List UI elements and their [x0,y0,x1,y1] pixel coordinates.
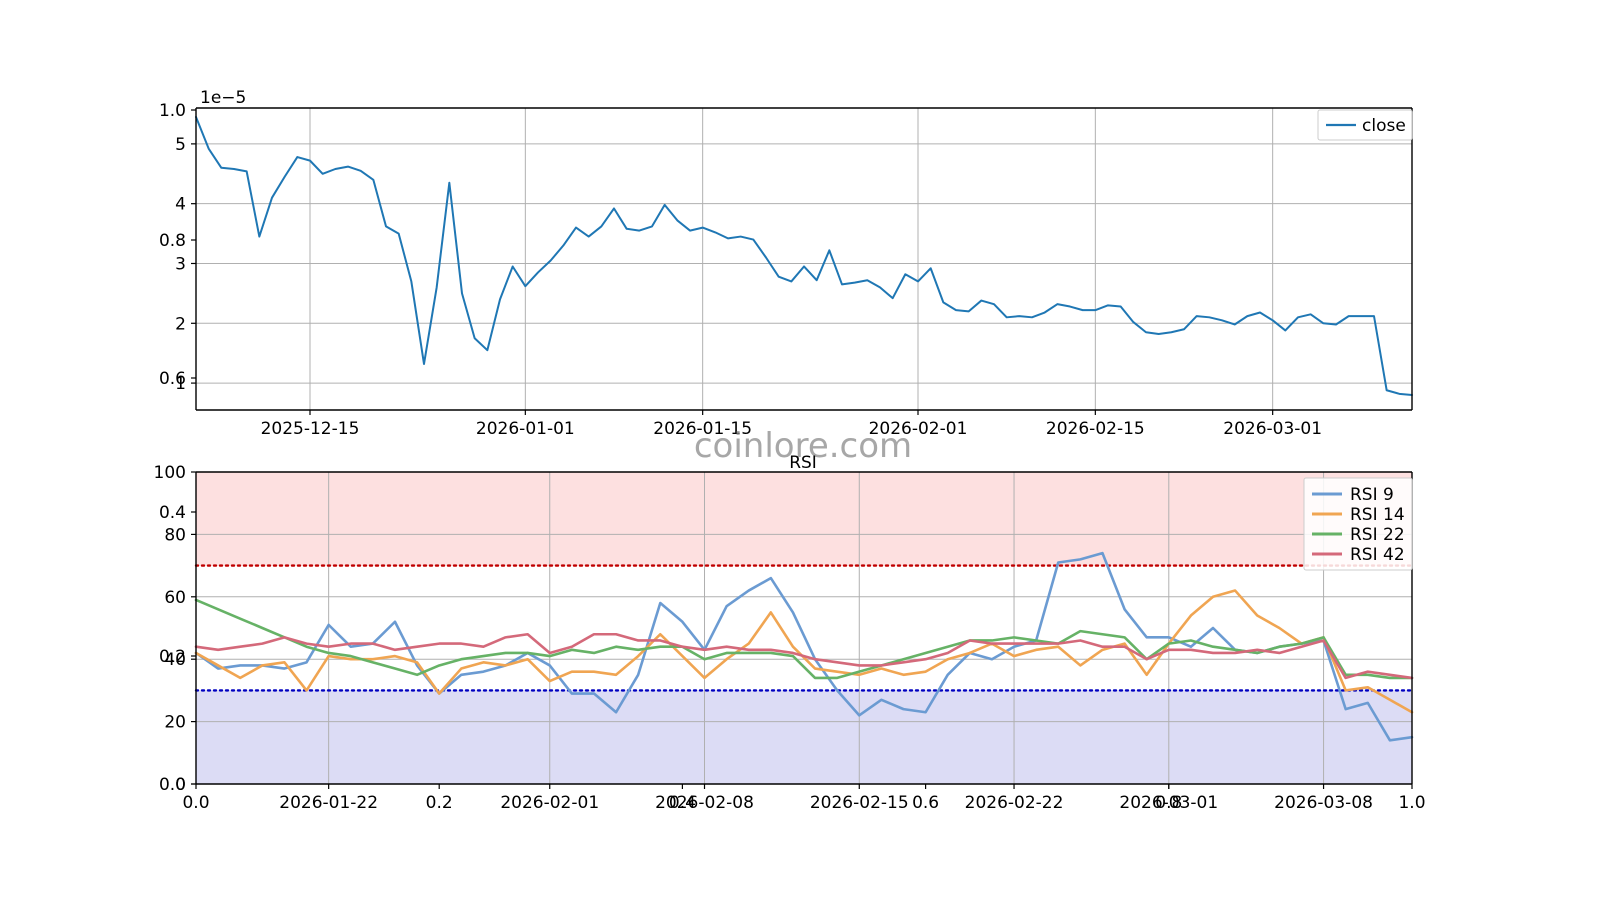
rsi-legend-label-rsi-9: RSI 9 [1350,485,1394,505]
price-x-tick-label: 2025-12-15 [261,419,360,439]
rsi-x-tick-label-numeric: 0.4 [669,793,696,813]
rsi-x-tick-label-numeric: 1.0 [1398,793,1425,813]
rsi-x-tick-label-numeric: 0.0 [182,793,209,813]
price-legend-label-close: close [1362,116,1406,136]
rsi-x-tick-label: 2026-01-22 [279,793,378,813]
rsi-line-rsi-9 [194,551,1414,742]
price-series-group [195,115,1413,397]
price-y-tick-label: 4 [175,195,186,215]
price-gridlines [196,108,1412,410]
price-y-tick-label-secondary: 0.6 [159,369,186,389]
rsi-x-tick-label: 2026-02-22 [965,793,1064,813]
rsi-y-tick-label-secondary: 0.0 [159,775,186,795]
rsi-x-tick-label: 2026-02-15 [810,793,909,813]
price-y-tick-label: 5 [175,135,186,155]
rsi-x-tick-label: 2026-02-01 [500,793,599,813]
price-x-tick-label: 2026-03-01 [1223,419,1322,439]
price-y-tick-label: 3 [175,254,186,274]
rsi-line-rsi-22 [194,598,1414,680]
rsi-x-tick-labels-numeric: 0.0 0.2 0.4 0.6 0.8 1.0 [182,784,1426,813]
price-y-tick-labels-secondary: 0.6 0.8 1.0 [159,101,196,389]
rsi-y-tick-label: 60 [164,588,186,608]
rsi-y-tick-label-secondary: 0.2 [159,647,186,667]
rsi-y-tick-label: 80 [164,525,186,545]
price-plot-background [196,108,1412,410]
rsi-line-rsi-42 [194,632,1414,680]
rsi-y-tick-label: 40 [164,650,186,670]
rsi-oversold-band [196,690,1412,784]
rsi-threshold-lines [194,564,1414,692]
rsi-y-tick-label-secondary: 0.4 [159,503,186,523]
rsi-legend-label-rsi-22: RSI 22 [1350,525,1405,545]
rsi-legend-box[interactable] [1303,477,1413,571]
price-x-tick-labels: 2025-12-15 2026-01-01 2026-01-15 2026-02-01… [261,410,1322,439]
price-x-tick-label: 2026-02-01 [869,419,968,439]
rsi-y-tick-label: 100 [154,463,186,483]
rsi-x-tick-label: 2026-02-08 [655,793,754,813]
rsi-x-tick-label: 2026-03-08 [1274,793,1373,813]
price-x-tick-label: 2026-01-01 [476,419,575,439]
rsi-legend-label-rsi-42: RSI 42 [1350,545,1405,565]
price-x-tick-label: 2026-01-15 [653,419,752,439]
price-y-tick-label-secondary: 1.0 [159,101,186,121]
rsi-y-tick-label: 20 [164,713,186,733]
price-panel: 1 2 3 4 5 0.6 0.8 1.0 2025-12-15 2026-01-01 2026… [159,88,1413,439]
rsi-y-tick-labels-secondary: 0.0 0.2 0.4 [159,503,196,795]
coinlore-watermark: coinlore.com [694,426,912,466]
price-y-tick-labels: 1 2 3 4 5 [175,135,196,394]
rsi-legend-label-rsi-14: RSI 14 [1350,505,1405,525]
price-legend-box[interactable] [1317,109,1413,141]
price-x-tick-label: 2026-02-15 [1046,419,1145,439]
rsi-threshold-bands [196,472,1412,784]
price-y-tick-label-secondary: 0.8 [159,231,186,251]
price-y-tick-label: 2 [175,314,186,334]
rsi-y-tick-label: 0 [175,775,186,795]
price-y-offset-label: 1e−5 [200,88,246,108]
rsi-line-rsi-14 [194,589,1414,714]
rsi-x-tick-label-numeric: 0.6 [912,793,939,813]
rsi-panel-title: RSI [789,453,817,473]
price-y-tick-label: 1 [175,374,186,394]
rsi-series-group [194,551,1414,742]
rsi-x-tick-label: 2026-03-01 [1119,793,1218,813]
rsi-axes-spines [195,471,1413,785]
rsi-x-tick-labels: 2026-01-22 2026-02-01 2026-02-08 2026-02-15… [279,784,1373,813]
price-close-line [195,115,1413,397]
price-legend[interactable]: close [1317,109,1413,141]
rsi-panel: 0 20 40 60 80 100 0.0 0.2 0.4 2026-01-22 2026-02… [154,453,1426,813]
rsi-x-tick-label-numeric: 0.2 [426,793,453,813]
rsi-y-tick-labels: 0 20 40 60 80 100 [154,463,196,795]
price-axes-spines [195,107,1413,411]
rsi-overbought-band [196,472,1412,566]
rsi-x-tick-label-numeric: 0.8 [1155,793,1182,813]
